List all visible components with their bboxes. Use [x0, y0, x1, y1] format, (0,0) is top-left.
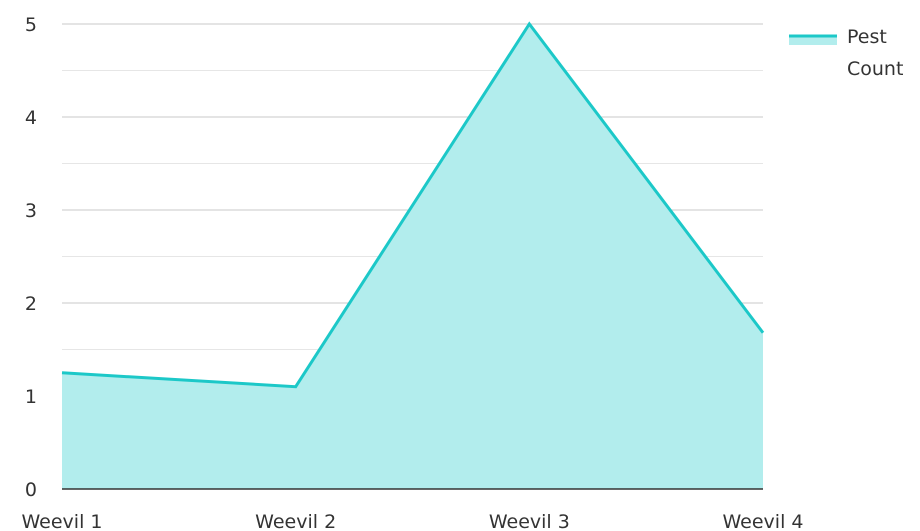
series-area [61, 21, 765, 489]
x-tick-label: Weevil 3 [489, 511, 570, 531]
x-tick-label: Weevil 4 [723, 511, 804, 531]
area-fill-pest-count [62, 24, 763, 489]
legend: Pest Count [789, 26, 903, 80]
y-tick-label: 1 [25, 386, 37, 408]
legend-label-line-1: Pest [847, 26, 887, 48]
tick-labels: 0 1 2 3 4 5 Weevil 1 Weevil 2 Weevil 3 Weevil 4 [22, 14, 804, 531]
x-tick-label: Weevil 1 [22, 511, 103, 531]
y-tick-label: 3 [25, 200, 37, 222]
legend-label-line-2: Count [847, 58, 903, 80]
y-tick-label: 4 [25, 107, 37, 129]
x-tick-label: Weevil 2 [255, 511, 336, 531]
y-tick-label: 5 [25, 14, 37, 36]
legend-swatch [789, 35, 837, 45]
y-tick-label: 0 [25, 479, 37, 501]
series-line-pest-count [61, 21, 765, 389]
y-tick-label: 2 [25, 293, 37, 315]
